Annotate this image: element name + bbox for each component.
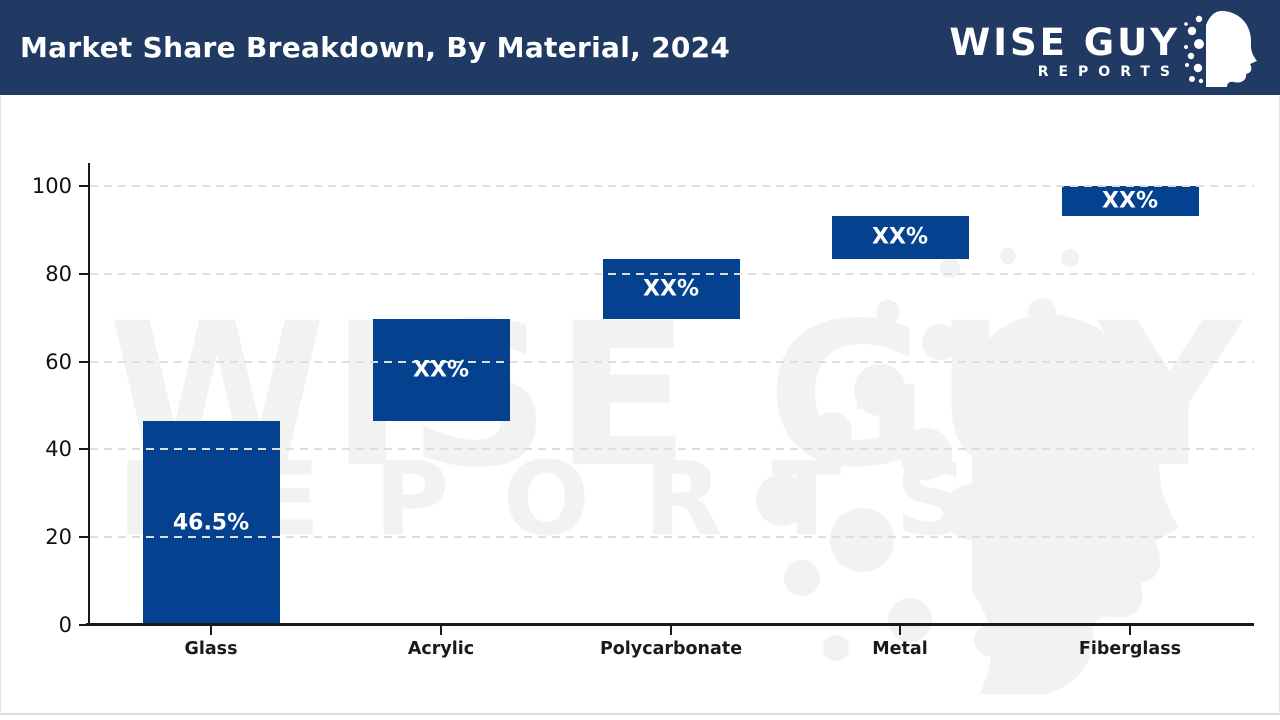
gridline-40 xyxy=(90,448,1254,451)
y-tick-label: 0 xyxy=(58,613,72,637)
bar-metal xyxy=(831,215,969,259)
y-tick-label: 20 xyxy=(45,525,72,550)
bar-value-label: 46.5% xyxy=(172,510,250,536)
brand-logo-text: WISE GUY REPORTS xyxy=(949,24,1180,79)
brand-name: WISE GUY xyxy=(949,20,1180,64)
x-category-label: Acrylic xyxy=(407,639,475,659)
y-axis-tick xyxy=(79,624,88,626)
x-axis-tick xyxy=(210,626,212,635)
x-category-label: Glass xyxy=(184,639,238,659)
x-axis-tick xyxy=(899,626,901,635)
y-tick-label: 100 xyxy=(31,174,72,198)
gridline-100 xyxy=(90,185,1254,187)
bar-polycarbonate xyxy=(602,258,740,319)
page-title: Market Share Breakdown, By Material, 202… xyxy=(20,31,731,64)
y-axis-tick xyxy=(79,360,88,363)
y-tick-label: 60 xyxy=(45,349,72,374)
bar-value-label: XX% xyxy=(643,276,699,302)
x-category-label: Fiberglass xyxy=(1078,639,1182,659)
x-category-label: Metal xyxy=(872,639,928,659)
x-axis-tick xyxy=(440,626,442,635)
y-axis-line xyxy=(88,163,90,625)
y-axis-tick xyxy=(79,448,88,451)
gridline-80 xyxy=(90,272,1254,275)
gridline-60 xyxy=(90,360,1254,363)
y-tick-label: 80 xyxy=(45,261,72,286)
header-band: Market Share Breakdown, By Material, 202… xyxy=(0,0,1280,95)
y-tick-label: 40 xyxy=(45,437,72,462)
x-axis-tick xyxy=(1129,626,1131,635)
x-axis-tick xyxy=(670,626,672,635)
head-profile-icon xyxy=(1184,10,1257,88)
y-axis-tick xyxy=(79,185,88,187)
bar-fiberglass xyxy=(1061,186,1199,216)
y-axis-tick xyxy=(79,536,88,539)
x-category-label: Polycarbonate xyxy=(599,639,743,659)
bar-value-label: XX% xyxy=(872,224,928,250)
y-axis-tick xyxy=(79,272,88,275)
left-frame-line xyxy=(0,95,1,715)
bottom-rule xyxy=(0,713,1280,715)
x-axis-line xyxy=(86,623,1254,626)
bar-acrylic xyxy=(372,318,510,421)
bar-glass xyxy=(142,420,280,625)
gridline-20 xyxy=(90,536,1254,539)
brand-subname: REPORTS xyxy=(1037,63,1180,80)
bar-value-label: XX% xyxy=(413,357,469,383)
bar-value-label: XX% xyxy=(1102,188,1158,214)
brand-logo: WISE GUY REPORTS xyxy=(949,6,1266,90)
